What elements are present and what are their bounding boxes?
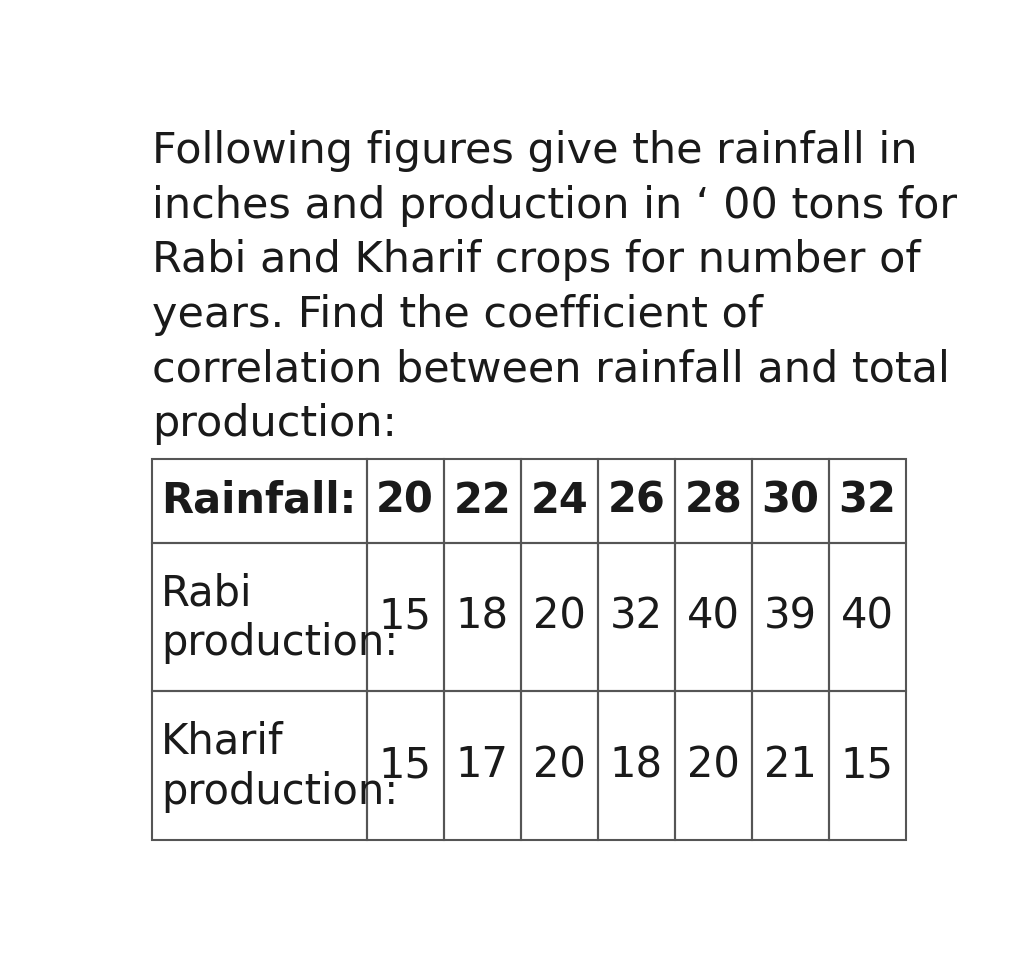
Text: 40: 40 xyxy=(687,596,739,637)
Text: 15: 15 xyxy=(841,744,894,786)
Text: 21: 21 xyxy=(764,744,817,786)
Bar xyxy=(675,542,752,691)
Bar xyxy=(752,691,828,840)
Text: 28: 28 xyxy=(684,480,742,522)
Bar xyxy=(598,542,675,691)
Bar xyxy=(443,459,520,542)
Text: 32: 32 xyxy=(609,596,663,637)
Bar xyxy=(752,542,828,691)
Bar xyxy=(675,459,752,542)
Bar xyxy=(520,542,598,691)
Text: Rainfall:: Rainfall: xyxy=(162,480,357,522)
Bar xyxy=(598,691,675,840)
Text: 17: 17 xyxy=(456,744,509,786)
Bar xyxy=(828,459,906,542)
Bar xyxy=(443,542,520,691)
Text: Rabi
production:: Rabi production: xyxy=(162,572,398,664)
Bar xyxy=(367,542,443,691)
Text: 24: 24 xyxy=(530,480,588,522)
Text: 20: 20 xyxy=(532,596,586,637)
Text: 32: 32 xyxy=(839,480,896,522)
Text: 39: 39 xyxy=(764,596,817,637)
Bar xyxy=(152,459,367,542)
Bar xyxy=(598,459,675,542)
Bar xyxy=(828,691,906,840)
Text: 40: 40 xyxy=(841,596,894,637)
Bar xyxy=(443,691,520,840)
Bar xyxy=(152,542,367,691)
Text: 18: 18 xyxy=(456,596,509,637)
Bar xyxy=(367,691,443,840)
Text: 15: 15 xyxy=(379,744,432,786)
Bar xyxy=(828,542,906,691)
Text: 22: 22 xyxy=(454,480,511,522)
Text: 15: 15 xyxy=(379,596,432,637)
Bar xyxy=(152,691,367,840)
Text: 30: 30 xyxy=(761,480,819,522)
Bar xyxy=(367,459,443,542)
Text: Following figures give the rainfall in
inches and production in ‘ 00 tons for
Ra: Following figures give the rainfall in i… xyxy=(152,130,957,444)
Bar xyxy=(520,459,598,542)
Bar xyxy=(675,691,752,840)
Text: 26: 26 xyxy=(607,480,666,522)
Text: 20: 20 xyxy=(532,744,586,786)
Bar xyxy=(752,459,828,542)
Text: 20: 20 xyxy=(687,744,739,786)
Text: Kharif
production:: Kharif production: xyxy=(162,721,398,813)
Bar xyxy=(520,691,598,840)
Text: 20: 20 xyxy=(376,480,434,522)
Text: 18: 18 xyxy=(609,744,663,786)
